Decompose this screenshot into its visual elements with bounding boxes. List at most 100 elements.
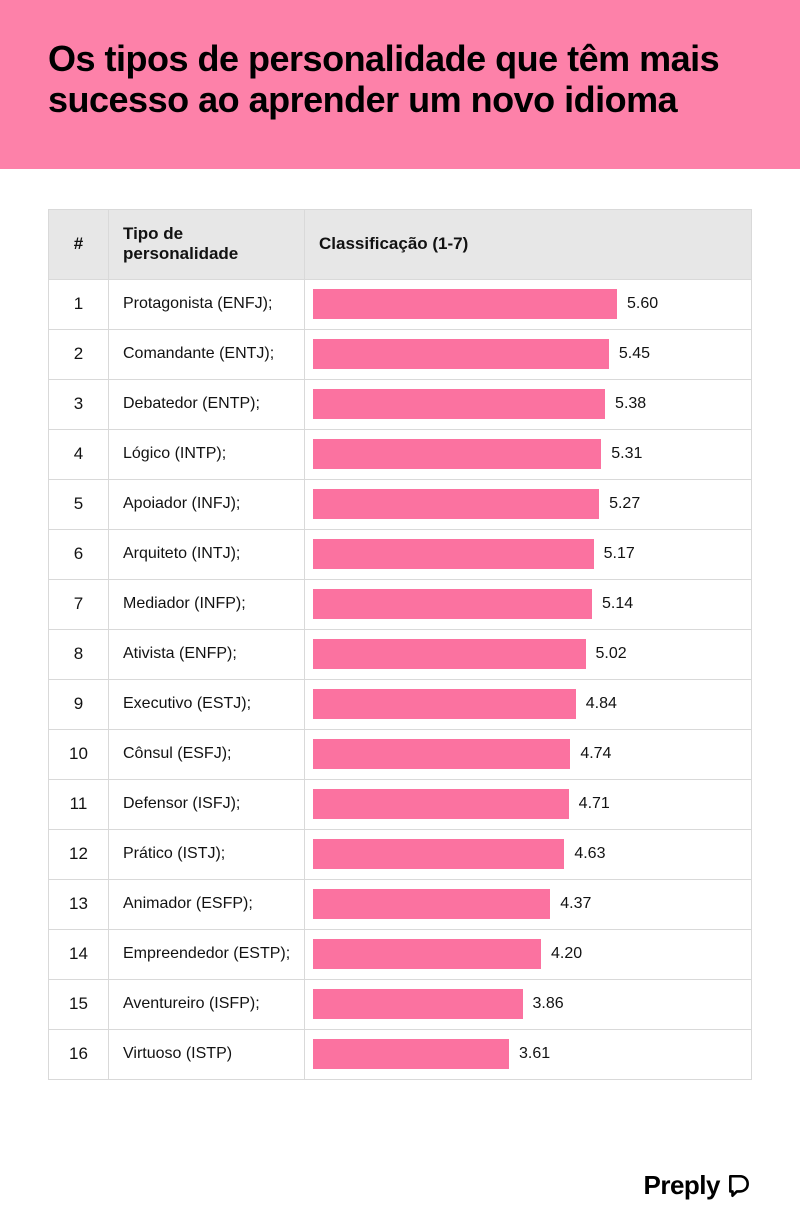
table-row: 1Protagonista (ENFJ);5.60 [49, 279, 752, 329]
table-row: 16Virtuoso (ISTP) 3.61 [49, 1029, 752, 1079]
name-cell: Empreendedor (ESTP); [109, 929, 305, 979]
score-value: 5.31 [611, 445, 642, 463]
table-row: 9Executivo (ESTJ); 4.84 [49, 679, 752, 729]
score-cell: 5.31 [305, 429, 752, 479]
rank-cell: 10 [49, 729, 109, 779]
score-cell: 5.02 [305, 629, 752, 679]
name-cell: Mediador (INFP); [109, 579, 305, 629]
score-cell: 4.84 [305, 679, 752, 729]
name-cell: Executivo (ESTJ); [109, 679, 305, 729]
personality-table: # Tipo de personalidade Classificação (1… [48, 209, 752, 1080]
name-cell: Defensor (ISFJ); [109, 779, 305, 829]
score-value: 3.61 [519, 1045, 550, 1063]
col-header-rank: # [49, 209, 109, 279]
table-row: 2Comandante (ENTJ);5.45 [49, 329, 752, 379]
score-cell: 4.74 [305, 729, 752, 779]
score-value: 5.38 [615, 395, 646, 413]
score-value: 5.45 [619, 345, 650, 363]
table-container: # Tipo de personalidade Classificação (1… [0, 169, 800, 1100]
score-cell: 5.27 [305, 479, 752, 529]
rank-cell: 9 [49, 679, 109, 729]
score-bar [313, 789, 569, 819]
name-cell: Apoiador (INFJ); [109, 479, 305, 529]
table-row: 11Defensor (ISFJ); 4.71 [49, 779, 752, 829]
score-value: 5.17 [604, 545, 635, 563]
name-cell: Protagonista (ENFJ); [109, 279, 305, 329]
score-cell: 4.20 [305, 929, 752, 979]
name-cell: Lógico (INTP); [109, 429, 305, 479]
score-bar [313, 489, 599, 519]
rank-cell: 3 [49, 379, 109, 429]
score-cell: 5.38 [305, 379, 752, 429]
name-cell: Prático (ISTJ); [109, 829, 305, 879]
score-value: 4.37 [560, 895, 591, 913]
rank-cell: 14 [49, 929, 109, 979]
score-cell: 4.63 [305, 829, 752, 879]
name-cell: Arquiteto (INTJ); [109, 529, 305, 579]
name-cell: Aventureiro (ISFP); [109, 979, 305, 1029]
rank-cell: 1 [49, 279, 109, 329]
name-cell: Ativista (ENFP); [109, 629, 305, 679]
score-bar [313, 939, 541, 969]
score-cell: 3.61 [305, 1029, 752, 1079]
table-row: 5Apoiador (INFJ); 5.27 [49, 479, 752, 529]
score-value: 3.86 [533, 995, 564, 1013]
name-cell: Cônsul (ESFJ); [109, 729, 305, 779]
table-row: 13Animador (ESFP);4.37 [49, 879, 752, 929]
score-value: 4.74 [580, 745, 611, 763]
table-row: 8Ativista (ENFP); 5.02 [49, 629, 752, 679]
col-header-name: Tipo de personalidade [109, 209, 305, 279]
score-bar [313, 689, 576, 719]
score-bar [313, 1039, 509, 1069]
score-value: 5.02 [596, 645, 627, 663]
score-value: 5.27 [609, 495, 640, 513]
brand-icon [726, 1173, 752, 1199]
score-bar [313, 589, 592, 619]
table-row: 3Debatedor (ENTP); 5.38 [49, 379, 752, 429]
score-value: 4.84 [586, 695, 617, 713]
col-header-score: Classificação (1-7) [305, 209, 752, 279]
rank-cell: 16 [49, 1029, 109, 1079]
score-bar [313, 889, 550, 919]
name-cell: Virtuoso (ISTP) [109, 1029, 305, 1079]
score-bar [313, 339, 609, 369]
table-row: 12Prático (ISTJ); 4.63 [49, 829, 752, 879]
score-bar [313, 539, 594, 569]
rank-cell: 4 [49, 429, 109, 479]
score-cell: 4.37 [305, 879, 752, 929]
score-cell: 5.60 [305, 279, 752, 329]
rank-cell: 8 [49, 629, 109, 679]
score-bar [313, 389, 605, 419]
score-value: 5.14 [602, 595, 633, 613]
rank-cell: 15 [49, 979, 109, 1029]
table-row: 14Empreendedor (ESTP); 4.20 [49, 929, 752, 979]
rank-cell: 7 [49, 579, 109, 629]
score-cell: 5.14 [305, 579, 752, 629]
score-cell: 4.71 [305, 779, 752, 829]
page-title: Os tipos de personalidade que têm mais s… [48, 38, 752, 121]
table-row: 10Cônsul (ESFJ); 4.74 [49, 729, 752, 779]
score-value: 4.20 [551, 945, 582, 963]
table-row: 15Aventureiro (ISFP); 3.86 [49, 979, 752, 1029]
rank-cell: 12 [49, 829, 109, 879]
score-cell: 5.17 [305, 529, 752, 579]
score-cell: 3.86 [305, 979, 752, 1029]
rank-cell: 6 [49, 529, 109, 579]
rank-cell: 5 [49, 479, 109, 529]
score-bar [313, 739, 570, 769]
score-bar [313, 839, 564, 869]
rank-cell: 11 [49, 779, 109, 829]
table-row: 7Mediador (INFP); 5.14 [49, 579, 752, 629]
table-row: 4Lógico (INTP); 5.31 [49, 429, 752, 479]
score-bar [313, 639, 586, 669]
score-value: 4.63 [574, 845, 605, 863]
score-bar [313, 439, 601, 469]
name-cell: Comandante (ENTJ); [109, 329, 305, 379]
name-cell: Debatedor (ENTP); [109, 379, 305, 429]
score-bar [313, 289, 617, 319]
header-banner: Os tipos de personalidade que têm mais s… [0, 0, 800, 169]
score-cell: 5.45 [305, 329, 752, 379]
table-row: 6Arquiteto (INTJ); 5.17 [49, 529, 752, 579]
score-value: 4.71 [579, 795, 610, 813]
name-cell: Animador (ESFP); [109, 879, 305, 929]
